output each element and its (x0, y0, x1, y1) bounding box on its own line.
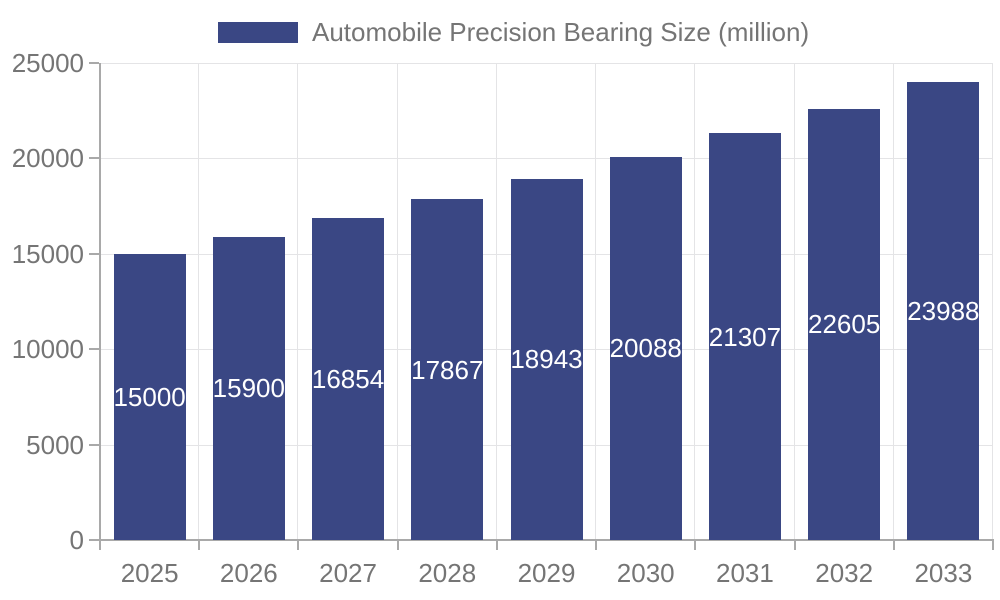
x-gridline (595, 63, 597, 540)
bar-value-label: 17867 (411, 354, 484, 385)
x-gridline (198, 63, 200, 540)
y-axis-tick-label: 0 (69, 525, 84, 555)
x-tick-mark (595, 540, 598, 550)
x-gridline (992, 63, 993, 540)
x-tick-mark (992, 540, 994, 550)
y-tick-mark (89, 62, 99, 64)
x-axis-tick-label: 2030 (616, 558, 675, 588)
bar: 17867 (411, 199, 483, 540)
x-tick-mark (694, 540, 697, 550)
x-axis-tick-label: 2032 (815, 558, 874, 588)
y-gridline (100, 158, 993, 160)
bar: 22605 (808, 108, 881, 540)
legend[interactable]: Automobile Precision Bearing Size (milli… (218, 18, 809, 46)
bar-value-label: 18943 (510, 344, 583, 375)
x-tick-mark (396, 540, 399, 550)
bar: 15000 (113, 253, 186, 540)
y-axis-tick-label: 5000 (26, 429, 84, 460)
bar-value-label: 23988 (907, 296, 980, 327)
y-tick-mark (89, 443, 99, 446)
y-axis-tick-label: 25000 (11, 48, 84, 78)
x-axis-tick-label: 2027 (319, 558, 377, 588)
y-axis-tick-label: 10000 (11, 334, 84, 365)
x-gridline (793, 63, 795, 540)
x-tick-mark (99, 540, 101, 550)
bar: 20088 (609, 156, 682, 540)
y-tick-mark (89, 348, 99, 351)
x-gridline (694, 63, 696, 540)
bar-value-label: 22605 (808, 309, 881, 340)
x-gridline (297, 63, 299, 540)
y-axis-tick-label: 20000 (11, 143, 84, 174)
x-axis-line (99, 539, 994, 541)
y-gridline (100, 63, 993, 64)
bar-value-label: 20088 (609, 333, 682, 364)
y-tick-mark (89, 157, 99, 160)
x-axis-tick-label: 2033 (914, 558, 973, 588)
x-tick-mark (793, 540, 796, 550)
bar: 23988 (907, 82, 980, 540)
bar: 18943 (510, 178, 583, 540)
bar-value-label: 21307 (708, 321, 782, 352)
bar-value-label: 15000 (113, 381, 186, 412)
y-axis-line (99, 63, 101, 540)
x-axis-tick-label: 2031 (716, 558, 774, 588)
x-tick-mark (892, 540, 895, 550)
bar: 15900 (212, 236, 285, 540)
x-gridline (396, 63, 398, 540)
bar: 16854 (312, 218, 384, 540)
x-gridline (892, 63, 894, 540)
legend-swatch (218, 21, 298, 43)
x-axis-tick-label: 2029 (517, 558, 576, 588)
bar: 21307 (709, 133, 781, 540)
y-tick-mark (89, 252, 99, 255)
x-axis-tick-label: 2026 (219, 558, 278, 588)
x-tick-mark (198, 540, 201, 550)
y-axis-tick-label: 15000 (11, 238, 84, 269)
y-tick-mark (89, 539, 99, 541)
x-tick-mark (297, 540, 300, 550)
bar-value-label: 15900 (212, 373, 285, 404)
x-axis-tick-label: 2028 (418, 558, 477, 588)
x-axis-tick-label: 2025 (120, 558, 179, 588)
plot-area: 15000 15900 16854 17867 18943 20088 21307 22605… (89, 62, 994, 550)
x-tick-mark (495, 540, 498, 550)
legend-label: Automobile Precision Bearing Size (milli… (312, 17, 810, 47)
x-gridline (495, 63, 497, 540)
bar-value-label: 16854 (311, 364, 385, 395)
